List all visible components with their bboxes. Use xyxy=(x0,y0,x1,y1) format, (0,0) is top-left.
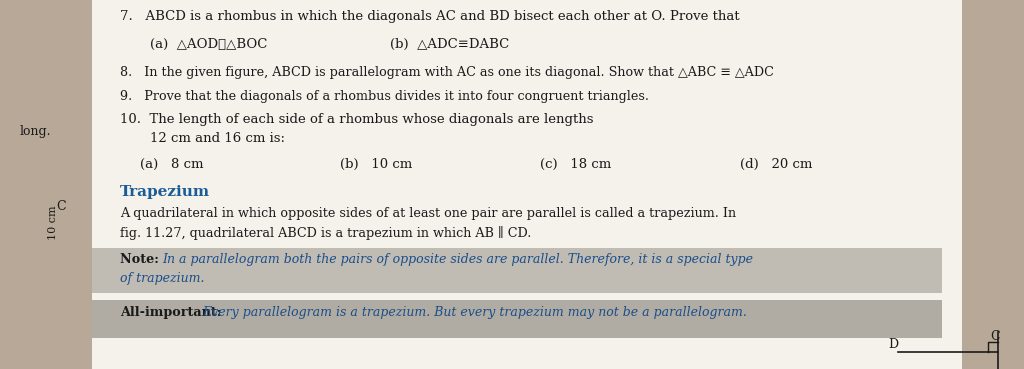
Text: 9.   Prove that the diagonals of a rhombus divides it into four congruent triang: 9. Prove that the diagonals of a rhombus… xyxy=(120,90,649,103)
Text: Note:: Note: xyxy=(120,253,164,266)
Text: fig. 11.27, quadrilateral ABCD is a trapezium in which AB ∥ CD.: fig. 11.27, quadrilateral ABCD is a trap… xyxy=(120,226,531,240)
Text: (d)   20 cm: (d) 20 cm xyxy=(740,158,812,171)
Text: Trapezium: Trapezium xyxy=(120,185,210,199)
FancyBboxPatch shape xyxy=(92,0,962,369)
Text: 7.   ABCD is a rhombus in which the diagonals AC and BD bisect each other at O. : 7. ABCD is a rhombus in which the diagon… xyxy=(120,10,739,23)
Text: long.: long. xyxy=(20,125,51,138)
FancyBboxPatch shape xyxy=(92,248,942,293)
Text: C: C xyxy=(56,200,66,213)
Text: (b)  △ADC≡DABC: (b) △ADC≡DABC xyxy=(390,38,509,51)
Text: A quadrilateral in which opposite sides of at least one pair are parallel is cal: A quadrilateral in which opposite sides … xyxy=(120,207,736,220)
Text: Every parallelogram is a trapezium. But every trapezium may not be a parallelogr: Every parallelogram is a trapezium. But … xyxy=(202,306,746,319)
Text: All-important:: All-important: xyxy=(120,306,226,319)
Text: C: C xyxy=(990,330,999,343)
Text: (a)  △AOD≅△BOC: (a) △AOD≅△BOC xyxy=(150,38,267,51)
Text: 12 cm and 16 cm is:: 12 cm and 16 cm is: xyxy=(150,132,285,145)
Text: D: D xyxy=(888,338,898,351)
FancyBboxPatch shape xyxy=(92,300,942,338)
Text: (b)   10 cm: (b) 10 cm xyxy=(340,158,413,171)
Text: (c)   18 cm: (c) 18 cm xyxy=(540,158,611,171)
Text: 10 cm: 10 cm xyxy=(48,206,58,240)
Text: In a parallelogram both the pairs of opposite sides are parallel. Therefore, it : In a parallelogram both the pairs of opp… xyxy=(162,253,753,266)
Text: (a)   8 cm: (a) 8 cm xyxy=(140,158,204,171)
Text: of trapezium.: of trapezium. xyxy=(120,272,205,285)
Text: 10.  The length of each side of a rhombus whose diagonals are lengths: 10. The length of each side of a rhombus… xyxy=(120,113,594,126)
Text: 8.   In the given figure, ABCD is parallelogram with AC as one its diagonal. Sho: 8. In the given figure, ABCD is parallel… xyxy=(120,66,774,79)
